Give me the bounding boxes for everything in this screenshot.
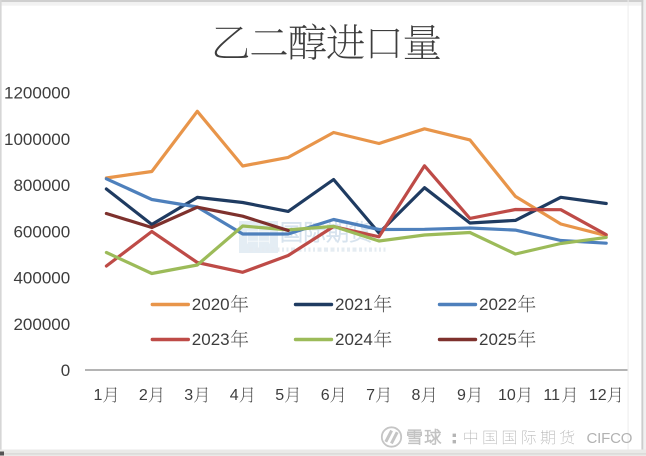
svg-text:12: 12 [589, 387, 607, 404]
svg-text:0: 0 [61, 361, 70, 380]
svg-text:2020: 2020 [192, 295, 230, 314]
svg-text:2025: 2025 [479, 330, 517, 349]
svg-text:2024: 2024 [335, 330, 373, 349]
svg-text:7: 7 [366, 387, 375, 404]
svg-text:2023: 2023 [192, 330, 230, 349]
svg-text:11: 11 [543, 387, 560, 404]
svg-text:CIFCO: CIFCO [587, 430, 633, 447]
svg-text:1: 1 [94, 387, 103, 404]
svg-text:2022: 2022 [479, 295, 517, 314]
svg-text:2: 2 [139, 387, 148, 404]
svg-text:800000: 800000 [13, 176, 70, 195]
svg-text:2021: 2021 [335, 295, 373, 314]
svg-text:3: 3 [184, 387, 193, 404]
svg-text:8: 8 [412, 387, 421, 404]
svg-text:10: 10 [498, 387, 516, 404]
svg-text:9: 9 [457, 387, 466, 404]
svg-text:5: 5 [275, 387, 284, 404]
svg-text:4: 4 [230, 387, 239, 404]
svg-text:600000: 600000 [13, 222, 70, 241]
svg-text:200000: 200000 [13, 315, 70, 334]
svg-text:400000: 400000 [13, 269, 70, 288]
svg-text:6: 6 [321, 387, 330, 404]
svg-text:1200000: 1200000 [4, 84, 70, 103]
svg-text:1000000: 1000000 [4, 130, 70, 149]
